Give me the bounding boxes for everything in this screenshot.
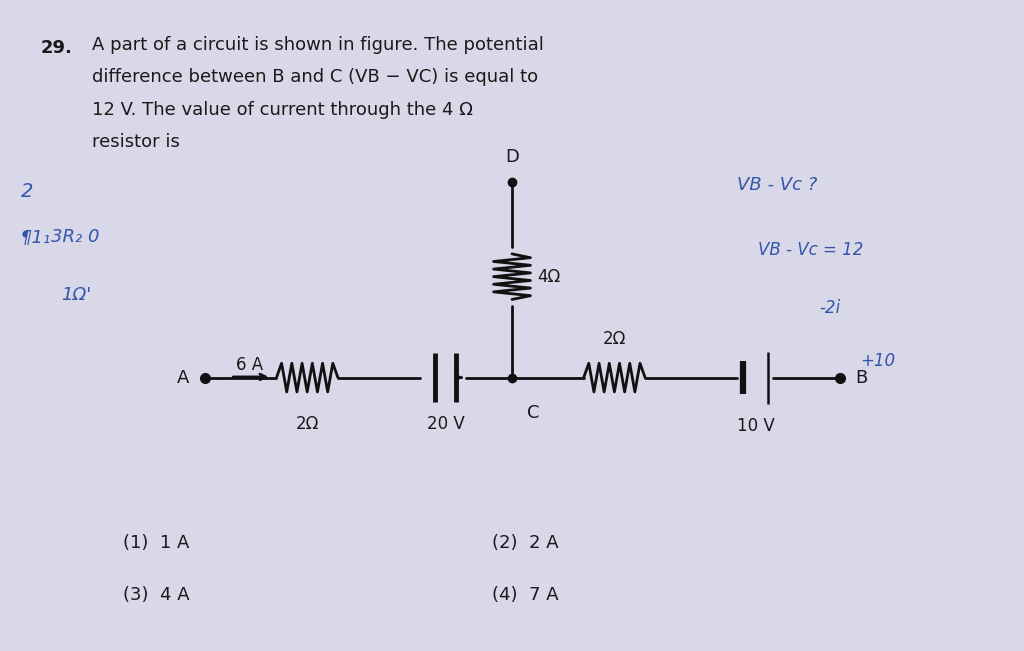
Text: 1Ω': 1Ω' xyxy=(61,286,92,305)
Text: (4)  7 A: (4) 7 A xyxy=(492,586,558,604)
Text: VB - Vc ?: VB - Vc ? xyxy=(737,176,817,194)
Text: 3R₂ 0: 3R₂ 0 xyxy=(51,228,99,246)
Text: A part of a circuit is shown in figure. The potential: A part of a circuit is shown in figure. … xyxy=(92,36,544,54)
Text: -2i: -2i xyxy=(819,299,841,318)
Text: C: C xyxy=(527,404,540,422)
Text: 2Ω: 2Ω xyxy=(296,415,318,434)
Text: B: B xyxy=(855,368,867,387)
Text: (3)  4 A: (3) 4 A xyxy=(123,586,189,604)
Text: 2: 2 xyxy=(20,182,33,201)
Text: 20 V: 20 V xyxy=(427,415,464,434)
Text: resistor is: resistor is xyxy=(92,133,180,152)
Text: 2Ω: 2Ω xyxy=(603,330,626,348)
Text: difference between B and C (VB − VC) is equal to: difference between B and C (VB − VC) is … xyxy=(92,68,539,87)
Text: +10: +10 xyxy=(860,352,895,370)
Text: 12 V. The value of current through the 4 Ω: 12 V. The value of current through the 4… xyxy=(92,101,473,119)
Text: (2)  2 A: (2) 2 A xyxy=(492,534,558,552)
Text: 10 V: 10 V xyxy=(737,417,774,435)
Text: 6 A: 6 A xyxy=(237,356,263,374)
Text: ¶1₁: ¶1₁ xyxy=(20,228,51,246)
Text: 29.: 29. xyxy=(41,39,73,57)
Text: D: D xyxy=(505,148,519,166)
Text: (1)  1 A: (1) 1 A xyxy=(123,534,189,552)
Text: 4Ω: 4Ω xyxy=(538,268,561,286)
Text: A: A xyxy=(177,368,189,387)
Text: VB - Vc = 12: VB - Vc = 12 xyxy=(758,241,863,259)
